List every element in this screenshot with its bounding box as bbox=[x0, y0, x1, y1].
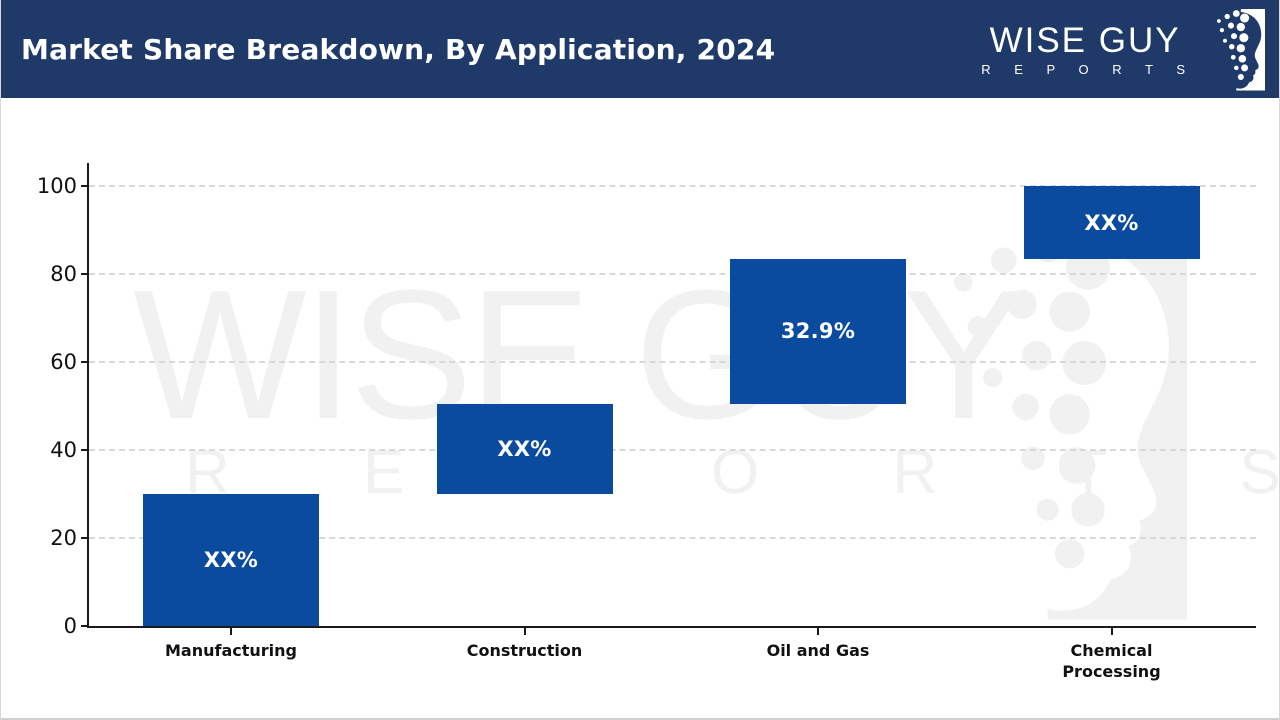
y-axis-tick-label: 0 bbox=[63, 614, 77, 638]
brand-logo-text: WISE GUY R E P O R T S bbox=[975, 23, 1195, 76]
y-tick-mark bbox=[81, 273, 89, 275]
y-tick-mark bbox=[81, 449, 89, 451]
bar-oil-and-gas: 32.9% bbox=[730, 259, 906, 404]
y-tick-mark bbox=[81, 361, 89, 363]
header-bar: Market Share Breakdown, By Application, … bbox=[1, 0, 1279, 98]
x-tick-mark bbox=[1110, 628, 1113, 635]
y-tick-mark bbox=[81, 185, 89, 187]
gridline-20 bbox=[89, 537, 1256, 539]
gridline-40 bbox=[89, 449, 1256, 451]
category-label-construction: Construction bbox=[466, 641, 583, 660]
x-tick-mark bbox=[230, 628, 232, 635]
bar-value-label-oil-and-gas: 32.9% bbox=[780, 319, 856, 344]
brand-logo: WISE GUY R E P O R T S bbox=[975, 6, 1265, 92]
x-axis-line bbox=[87, 626, 1256, 628]
page-title: Market Share Breakdown, By Application, … bbox=[21, 32, 776, 66]
y-tick-mark bbox=[81, 537, 89, 539]
y-axis-tick-label: 80 bbox=[50, 262, 77, 286]
bar-chemical-processing: XX% bbox=[1023, 186, 1200, 260]
y-axis-tick-label: 40 bbox=[50, 438, 77, 462]
x-tick-mark bbox=[817, 628, 819, 635]
gridline-60 bbox=[89, 361, 1256, 363]
dotted-face-icon bbox=[1217, 8, 1265, 91]
bar-value-label-manufacturing: XX% bbox=[203, 548, 259, 572]
brand-name: WISE GUY bbox=[989, 20, 1181, 60]
y-axis-tick-label: 60 bbox=[50, 350, 77, 374]
y-axis-tick-label: 100 bbox=[36, 174, 77, 198]
gridline-80 bbox=[89, 273, 1256, 275]
gridline-100 bbox=[89, 185, 1256, 187]
bar-construction: XX% bbox=[436, 403, 613, 494]
brand-subtitle: R E P O R T S bbox=[981, 61, 1195, 77]
watermark-face-icon bbox=[954, 223, 1187, 620]
y-axis-line bbox=[87, 163, 89, 628]
watermark-subtitle-text: R E P O R T S bbox=[185, 438, 1280, 507]
bar-manufacturing: XX% bbox=[143, 494, 319, 626]
y-tick-mark bbox=[81, 625, 89, 627]
category-label-chemical-processing: Chemical Processing bbox=[1062, 641, 1161, 681]
category-label-manufacturing: Manufacturing bbox=[165, 641, 297, 660]
bar-value-label-chemical-processing: XX% bbox=[1084, 210, 1139, 235]
y-axis-tick-label: 20 bbox=[50, 526, 77, 550]
category-label-oil-and-gas: Oil and Gas bbox=[766, 641, 870, 660]
bar-value-label-construction: XX% bbox=[497, 436, 552, 461]
x-tick-mark bbox=[523, 628, 526, 635]
